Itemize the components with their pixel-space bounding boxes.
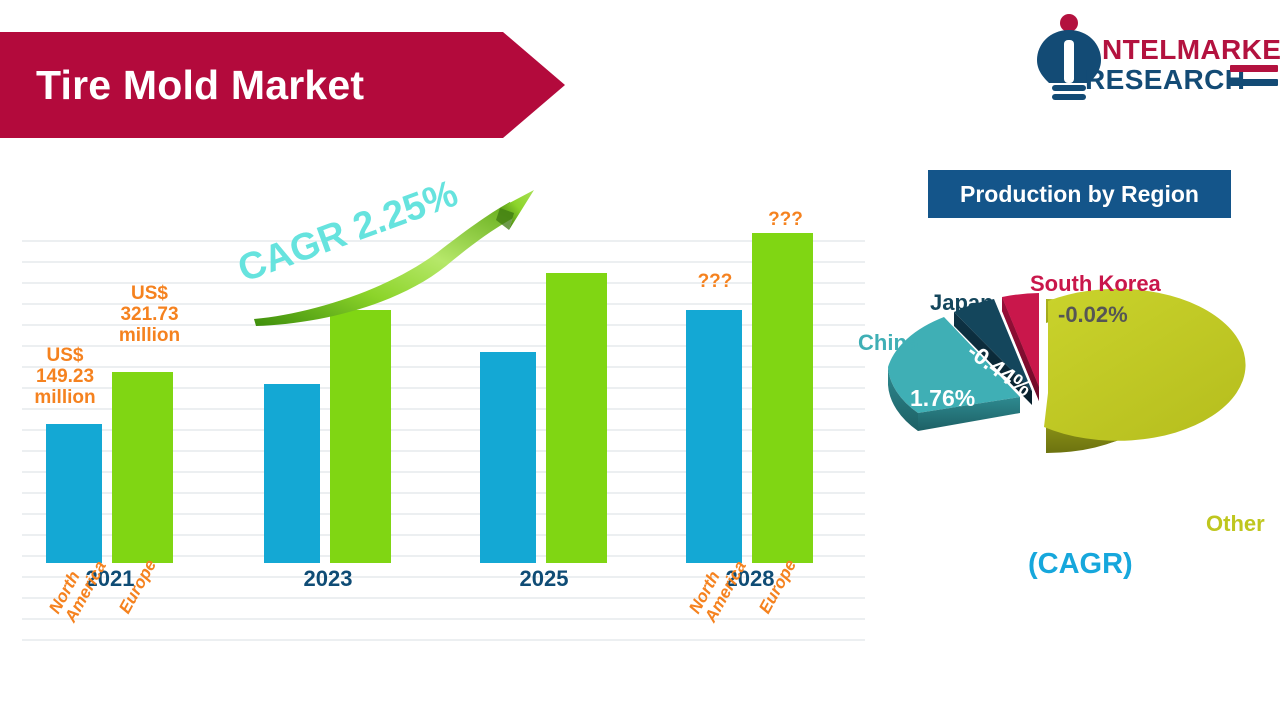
bar-2021-north-america [46, 424, 102, 563]
bar-2021-europe [112, 372, 173, 563]
gridline [22, 492, 865, 494]
bar-2025-europe [546, 273, 607, 563]
gridline [22, 324, 865, 326]
gridline [22, 639, 865, 641]
bar-2023-north-america [264, 384, 320, 563]
chart-gridlines [22, 236, 865, 641]
pie-label: Other [1206, 511, 1265, 536]
gridline [22, 429, 865, 431]
page-title: Tire Mold Market [36, 61, 365, 108]
logo-bars [1230, 65, 1278, 93]
bar-2023-europe [330, 310, 391, 563]
year-label-2025: 2025 [519, 566, 569, 591]
pie-header: Production by Region [928, 170, 1231, 218]
pie-svg [888, 288, 1246, 454]
gridline [22, 408, 865, 410]
logo-text-research: RESEARCH [1085, 64, 1246, 95]
bar-value-label: US$ 149.23 million [34, 345, 96, 408]
bar-2028-north-america [686, 310, 742, 563]
lightbulb-icon [1037, 14, 1101, 100]
bar-value-label: ??? [697, 271, 733, 292]
gridline [22, 345, 865, 347]
gridline [22, 471, 865, 473]
bar-value-label: US$ 321.73 million [118, 283, 181, 346]
logo-bar-navy [1230, 79, 1278, 86]
bar-value-label: ??? [768, 209, 803, 230]
gridline [22, 240, 865, 242]
gridline [22, 303, 865, 305]
pie-slice-value: 1.76% [910, 385, 976, 411]
logo-text-ntelmarket: NTELMARKET [1102, 34, 1280, 65]
gridline [22, 282, 865, 284]
year-label-2023: 2023 [303, 566, 353, 591]
bar-chart: US$ 149.23 million US$ 321.73 million????… [0, 209, 865, 641]
pie-caption: (CAGR) [1028, 548, 1133, 580]
gridline [22, 387, 865, 389]
year-label-2021: 2021 [85, 566, 135, 591]
gridline [22, 366, 865, 368]
year-label-2028: 2028 [725, 566, 775, 591]
logo: NTELMARKET RESEARCH [1030, 8, 1280, 106]
pie-chart: China Japan South Korea -0.02% Other 1.76% -0.… [858, 255, 1280, 555]
pie-label: China [858, 330, 920, 355]
bars-layer: US$ 149.23 million US$ 321.73 million????… [0, 209, 865, 636]
gridline [22, 597, 865, 599]
pie-label: Japan [930, 290, 994, 315]
bar-2025-north-america [480, 352, 536, 563]
gridline [22, 450, 865, 452]
logo-bar-crimson [1230, 65, 1278, 72]
pie-label: -0.02% [1058, 302, 1128, 327]
pie-header-label: Production by Region [960, 180, 1199, 207]
gridline [22, 513, 865, 515]
gridline [22, 618, 865, 620]
gridline [22, 576, 865, 578]
pie-label: South Korea [1030, 271, 1161, 296]
growth-arrow-icon [254, 190, 534, 326]
gridline [22, 534, 865, 536]
cagr-annotation: CAGR 2.25% [233, 173, 558, 336]
gridline [22, 555, 865, 557]
title-banner: Tire Mold Market [0, 32, 565, 138]
bar-2028-europe [752, 233, 813, 563]
